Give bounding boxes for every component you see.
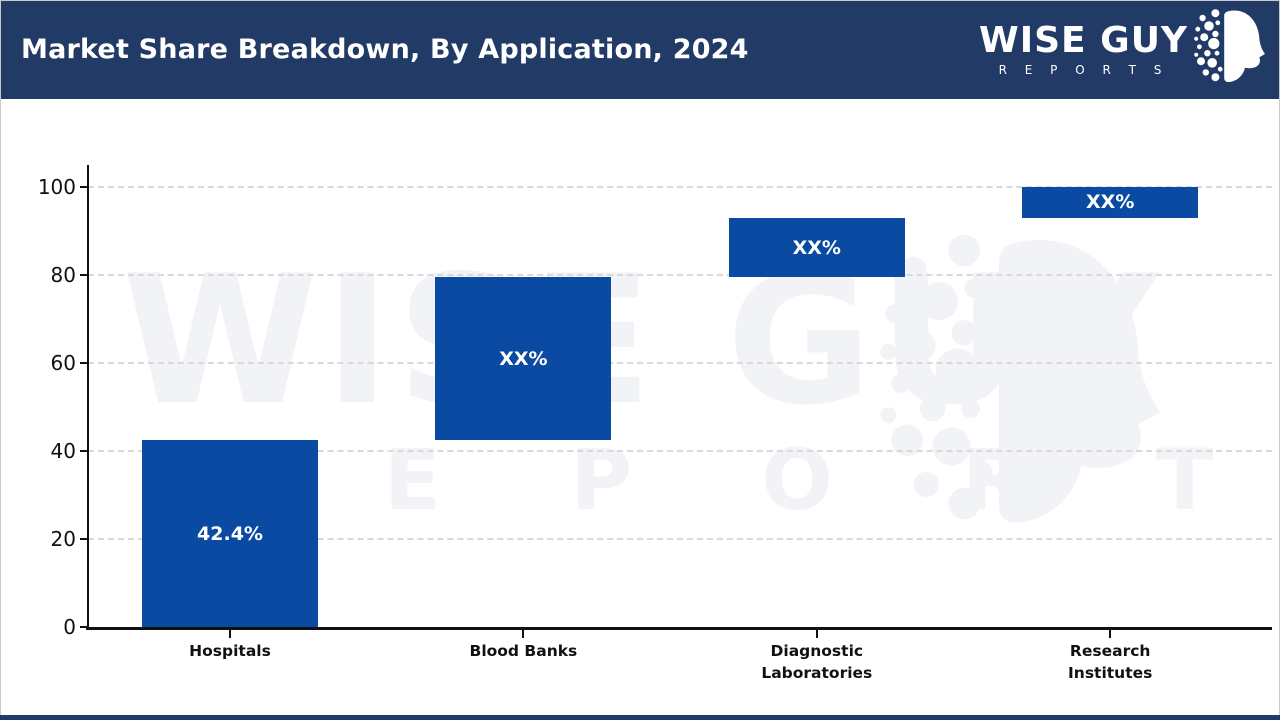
- y-tick-mark-60: [80, 362, 88, 364]
- bottom-strip: [0, 715, 1280, 720]
- y-axis-line: [87, 165, 89, 629]
- logo-name: WISE GUY: [978, 19, 1188, 61]
- logo-wordmark: WISE GUY R E P O R T S: [978, 19, 1188, 77]
- x-tick-mark-research-institutes: [1109, 629, 1112, 638]
- watermark-wordmark: WISE GUY: [122, 237, 1164, 444]
- x-tick-mark-hospitals: [229, 629, 231, 638]
- x-tick-mark-diagnostic-laboratories: [815, 629, 818, 638]
- x-tick-mark-blood-banks: [522, 629, 525, 638]
- grid-line-80: [88, 274, 1272, 276]
- grid-line-60: [88, 362, 1272, 364]
- y-tick-label-80: 80: [50, 263, 76, 287]
- y-tick-label-20: 20: [50, 527, 76, 551]
- bar-label-diagnostic-laboratories: XX%: [792, 236, 841, 259]
- y-tick-label-0: 0: [63, 615, 76, 639]
- y-tick-label-100: 100: [37, 175, 76, 199]
- y-tick-mark-20: [80, 538, 88, 540]
- grid-line-40: [88, 450, 1272, 452]
- y-tick-mark-40: [80, 450, 88, 452]
- y-tick-label-40: 40: [50, 439, 76, 463]
- bar-diagnostic-laboratories: [728, 217, 905, 278]
- wise-guy-logo: WISE GUY R E P O R T S: [979, 6, 1268, 94]
- logo-subtitle: R E P O R T S: [998, 62, 1169, 77]
- x-label-blood-banks: Blood Banks: [469, 642, 578, 660]
- x-axis-line: [86, 627, 1272, 630]
- bar-research-institutes: [1022, 187, 1199, 218]
- bar-hospitals: [142, 440, 318, 627]
- bar-blood-banks: [435, 277, 612, 441]
- grid-line-20: [88, 538, 1272, 540]
- y-tick-mark-80: [80, 274, 88, 276]
- bar-label-hospitals: 42.4%: [197, 522, 263, 545]
- bar-label-research-institutes: XX%: [1086, 191, 1135, 214]
- y-tick-mark-100: [80, 186, 88, 188]
- x-label-research-institutes: Research Institutes: [1068, 642, 1153, 682]
- x-label-diagnostic-laboratories: Diagnostic Laboratories: [761, 642, 873, 682]
- x-label-hospitals: Hospitals: [189, 642, 271, 660]
- logo-head-profile-icon: [1194, 8, 1265, 82]
- grid-line-100: [88, 186, 1272, 188]
- header: Market Share Breakdown, By Application, …: [0, 0, 1280, 99]
- y-tick-label-60: 60: [50, 351, 76, 375]
- y-tick-mark-0: [80, 626, 88, 628]
- chart-title: Market Share Breakdown, By Application, …: [21, 34, 749, 65]
- bar-label-blood-banks: XX%: [499, 347, 548, 370]
